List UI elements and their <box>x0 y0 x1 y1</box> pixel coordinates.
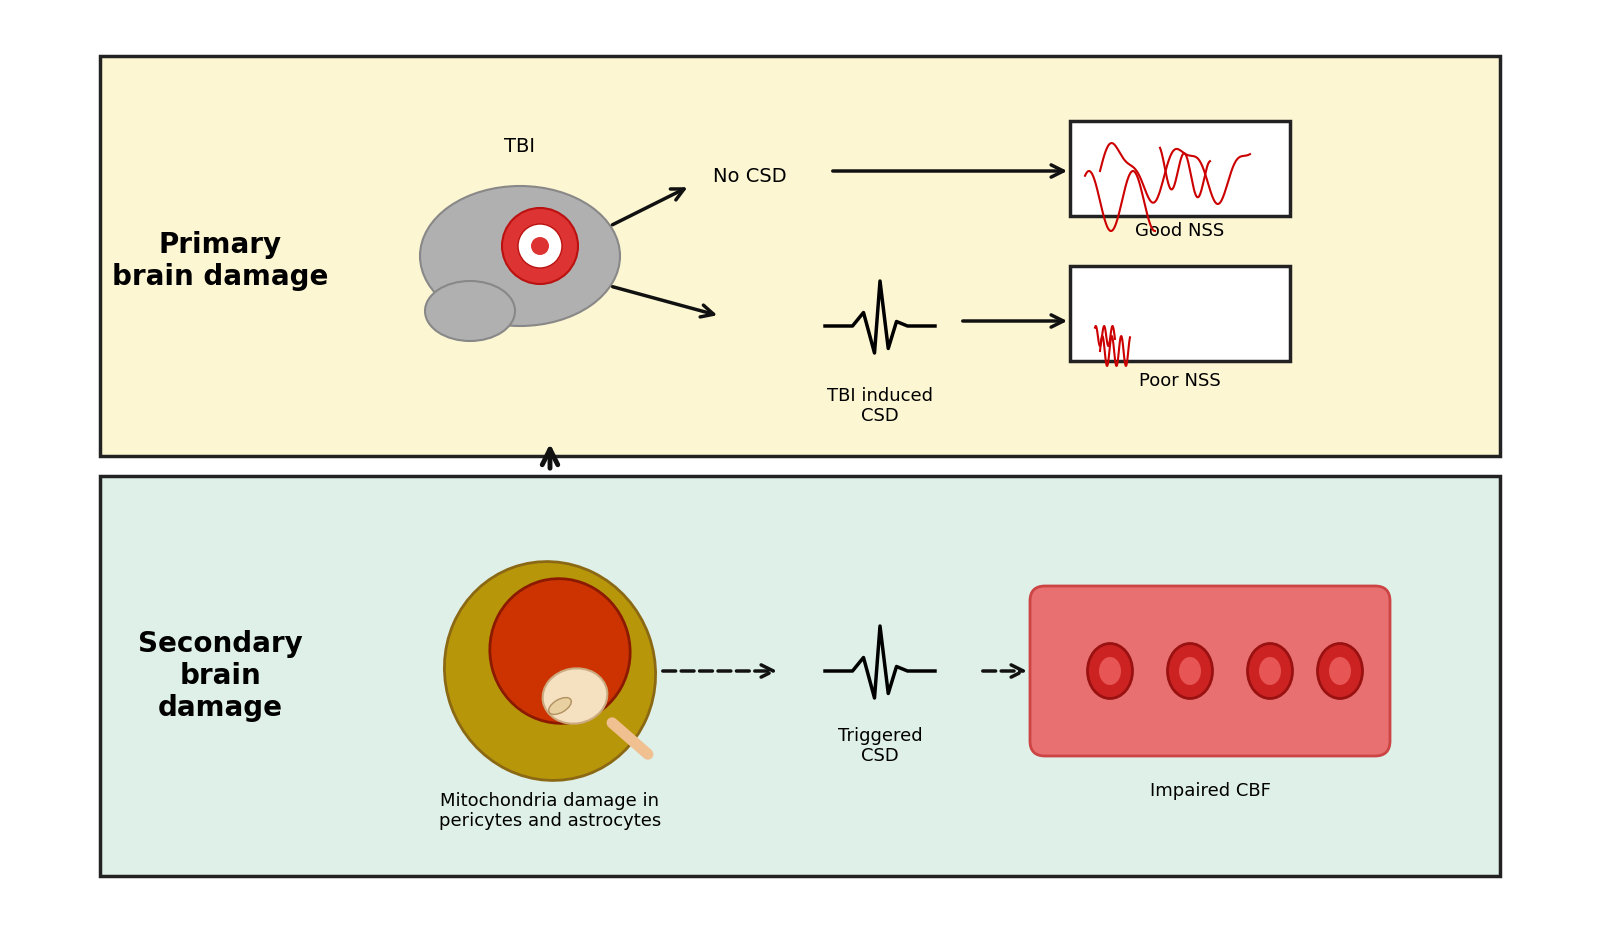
Ellipse shape <box>490 579 630 723</box>
Ellipse shape <box>1179 657 1202 685</box>
Text: Good NSS: Good NSS <box>1136 222 1224 240</box>
Ellipse shape <box>1317 644 1363 698</box>
FancyBboxPatch shape <box>1030 586 1390 756</box>
Text: TBI induced
CSD: TBI induced CSD <box>827 386 933 425</box>
Circle shape <box>502 208 578 284</box>
Text: Triggered
CSD: Triggered CSD <box>838 727 922 766</box>
Ellipse shape <box>1099 657 1122 685</box>
Ellipse shape <box>542 669 608 723</box>
Bar <box>1070 266 1290 361</box>
Text: Mitochondria damage in
pericytes and astrocytes: Mitochondria damage in pericytes and ast… <box>438 792 661 831</box>
Text: Primary
brain damage: Primary brain damage <box>112 231 328 291</box>
Text: Impaired CBF: Impaired CBF <box>1149 782 1270 800</box>
Ellipse shape <box>1168 644 1213 698</box>
Ellipse shape <box>1259 657 1282 685</box>
Ellipse shape <box>1088 644 1133 698</box>
FancyBboxPatch shape <box>99 476 1501 876</box>
Text: Secondary
brain
damage: Secondary brain damage <box>138 630 302 722</box>
Text: No CSD: No CSD <box>714 167 787 185</box>
Ellipse shape <box>1330 657 1350 685</box>
Circle shape <box>518 224 562 268</box>
FancyArrowPatch shape <box>613 723 648 754</box>
Text: Poor NSS: Poor NSS <box>1139 372 1221 390</box>
Ellipse shape <box>549 697 571 715</box>
Circle shape <box>531 237 549 255</box>
Text: TBI: TBI <box>504 136 536 156</box>
Ellipse shape <box>419 186 621 326</box>
FancyBboxPatch shape <box>99 56 1501 456</box>
Bar <box>1070 121 1290 216</box>
Ellipse shape <box>1248 644 1293 698</box>
Ellipse shape <box>426 281 515 341</box>
Ellipse shape <box>445 561 656 781</box>
